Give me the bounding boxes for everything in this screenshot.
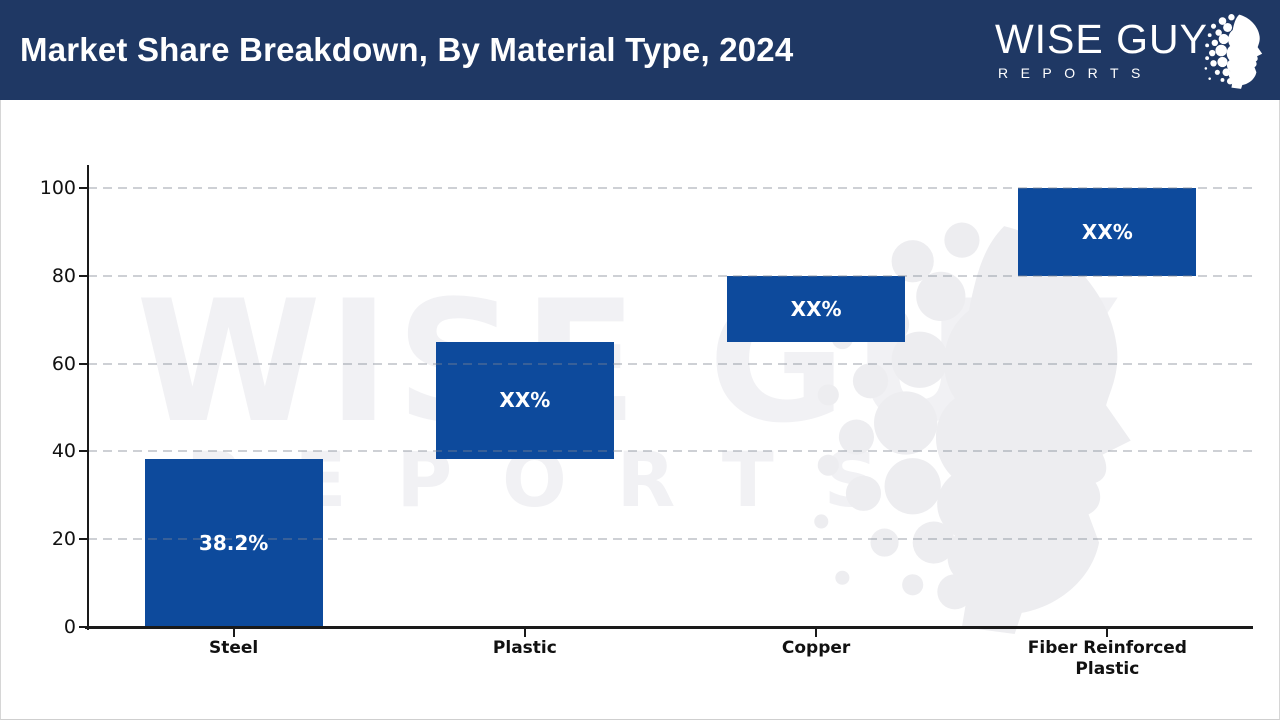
- gridline-40: [88, 450, 1253, 453]
- logo-subtitle: REPORTS: [997, 65, 1153, 81]
- logo-wordmark: WISE GUY: [994, 16, 1208, 62]
- header-bar: Market Share Breakdown, By Material Type…: [0, 0, 1280, 100]
- logo-head-icon: [1204, 13, 1263, 89]
- bar-label-copper: XX%: [790, 296, 842, 321]
- y-tickmark-100: [79, 187, 87, 189]
- bar-steel: [144, 459, 323, 627]
- x-label-fiber-reinforced-plastic: Fiber Reinforced Plastic: [1027, 638, 1187, 679]
- y-tickmark-0: [79, 626, 87, 628]
- y-axis-line: [87, 165, 89, 630]
- gridline-60: [88, 362, 1253, 365]
- y-tick-label-40: 40: [51, 440, 76, 463]
- x-tickmark-fiber-reinforced-plastic: [1106, 629, 1109, 637]
- y-tick-label-80: 80: [51, 264, 76, 287]
- x-tickmark-steel: [232, 629, 235, 637]
- x-tickmark-plastic: [523, 629, 526, 637]
- gridline-80: [88, 274, 1253, 277]
- x-tickmark-copper: [815, 629, 818, 637]
- y-tickmark-20: [79, 538, 87, 541]
- wiseguy-logo: WISE GUY REPORTS: [995, 12, 1266, 89]
- gridline-20: [88, 538, 1253, 541]
- bar-plastic: [435, 341, 614, 460]
- y-tick-label-100: 100: [39, 177, 76, 199]
- logo-text: WISE GUY REPORTS: [994, 16, 1208, 82]
- y-tick-label-0: 0: [63, 616, 76, 638]
- y-tick-label-60: 60: [51, 352, 76, 375]
- bar-label-plastic: XX%: [499, 388, 551, 413]
- bar-label-fiber-reinforced-plastic: XX%: [1081, 219, 1133, 244]
- gridline-100: [88, 187, 1253, 189]
- y-tickmark-60: [79, 362, 87, 365]
- bar-label-steel: 38.2%: [198, 531, 269, 556]
- y-tickmark-40: [79, 450, 87, 453]
- y-tickmark-80: [79, 274, 87, 277]
- y-tick-label-20: 20: [51, 528, 76, 551]
- x-label-steel: Steel: [208, 638, 259, 658]
- x-label-copper: Copper: [781, 638, 851, 658]
- bar-fiber-reinforced-plastic: [1018, 188, 1197, 276]
- bar-copper: [727, 275, 906, 342]
- x-label-plastic: Plastic: [492, 638, 557, 658]
- chart-title: Market Share Breakdown, By Material Type…: [20, 31, 794, 68]
- x-axis-line: [85, 626, 1253, 629]
